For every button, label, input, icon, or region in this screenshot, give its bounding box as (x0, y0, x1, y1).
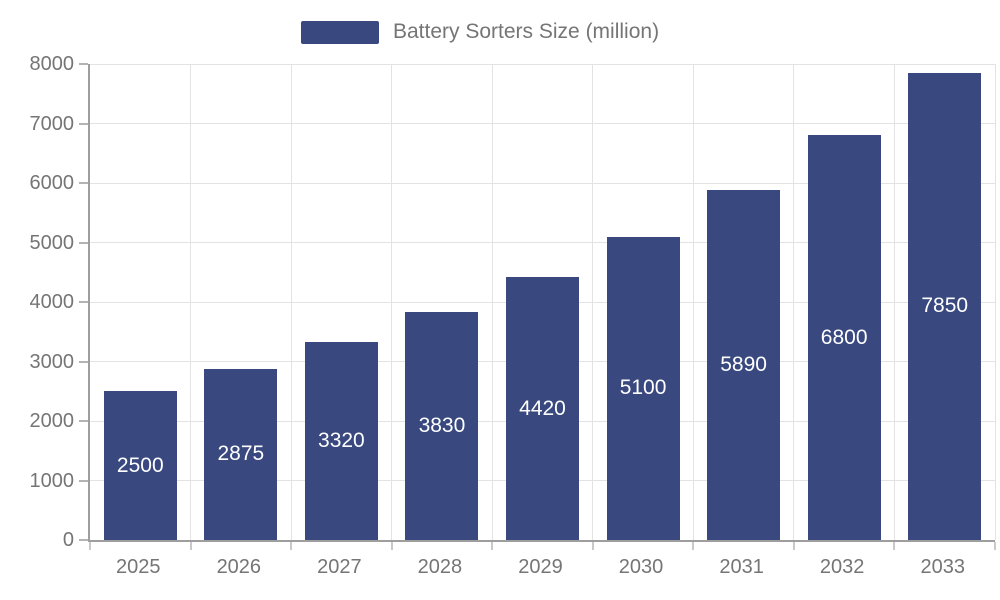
x-axis-tick-label: 2026 (216, 556, 262, 578)
legend[interactable]: Battery Sorters Size (million) (301, 18, 659, 46)
bar: 6800 (807, 135, 881, 540)
gridline-vertical (893, 64, 895, 540)
y-axis-tick-label: 7000 (29, 112, 75, 135)
legend-swatch (301, 20, 379, 44)
bar: 3830 (405, 312, 479, 540)
x-axis-tick-mark (692, 542, 695, 550)
gridline-horizontal (90, 123, 995, 124)
x-axis-tick-mark (390, 542, 393, 550)
gridline-vertical (391, 64, 393, 540)
bar: 7850 (908, 72, 982, 540)
y-axis-tick-label: 2000 (29, 410, 75, 432)
bar-value-label: 2500 (116, 453, 164, 477)
bar: 2875 (204, 368, 278, 540)
y-axis-tick-mark (79, 301, 88, 303)
x-axis-tick-mark (290, 542, 293, 550)
bar-value-label: 2875 (217, 442, 265, 466)
y-axis-tick-mark (79, 122, 88, 125)
y-axis-tick-label: 4000 (29, 291, 75, 313)
y-axis-tick-label: 3000 (29, 350, 75, 373)
y-axis-tick-mark (79, 360, 88, 363)
x-axis-tick-mark (994, 542, 996, 550)
y-axis-tick-label: 0 (62, 529, 74, 551)
y-axis-tick-label: 6000 (29, 172, 75, 194)
y-axis-tick-mark (79, 63, 88, 65)
x-axis-tick-label: 2028 (417, 556, 463, 578)
bar: 4420 (506, 277, 579, 540)
bar-value-label: 3830 (418, 414, 466, 438)
x-axis-tick-mark (89, 542, 91, 550)
bar: 2500 (103, 391, 177, 540)
gridline-horizontal (90, 63, 995, 65)
y-axis-tick-mark (79, 420, 88, 422)
x-axis-tick-label: 2029 (518, 556, 563, 578)
x-axis-tick-label: 2027 (317, 556, 362, 578)
gridline-vertical (994, 64, 996, 540)
bar-value-label: 7850 (921, 294, 969, 318)
y-axis-tick-mark (79, 539, 88, 541)
x-axis-tick-label: 2033 (920, 556, 965, 578)
plot-area: 2500 2875 3320 3830 4420 5100 5890 6800 7850 (79, 63, 996, 550)
x-axis-tick-label: 2025 (116, 556, 161, 578)
x-axis-tick-label: 2032 (819, 556, 865, 578)
bar-value-label: 4420 (519, 396, 566, 420)
gridline-vertical (491, 64, 493, 540)
gridline-vertical (692, 64, 694, 540)
x-axis-tick-mark (491, 542, 494, 550)
bar-value-label: 3320 (318, 429, 365, 453)
y-axis-tick-mark (79, 479, 88, 482)
bar-value-label: 5100 (619, 376, 667, 400)
bar: 5890 (707, 189, 781, 540)
x-axis-tick-label: 2030 (618, 556, 664, 578)
y-axis: 0 1000 2000 3000 4000 5000 6000 7000 8000 (0, 53, 75, 551)
x-axis-tick-mark (591, 542, 594, 550)
gridline-vertical (592, 64, 594, 540)
x-axis-tick-mark (792, 542, 795, 550)
y-axis-tick-label: 5000 (29, 231, 75, 254)
bar: 5100 (606, 236, 680, 540)
x-axis-tick-mark (893, 542, 896, 550)
bar-value-label: 6800 (820, 325, 868, 349)
y-axis-tick-label: 8000 (29, 53, 75, 75)
x-axis-tick-label: 2031 (719, 556, 764, 578)
x-axis: 2025 2026 2027 2028 2029 2030 2031 2032 2033 (88, 556, 993, 588)
y-axis-tick-mark (79, 241, 88, 244)
bar-value-label: 5890 (720, 352, 767, 376)
gridline-vertical (290, 64, 292, 540)
y-axis-tick-mark (79, 182, 88, 184)
gridline-vertical (793, 64, 795, 540)
bar: 3320 (304, 342, 378, 540)
y-axis-tick-label: 1000 (29, 469, 75, 492)
legend-label: Battery Sorters Size (million) (393, 20, 660, 43)
gridline-horizontal (90, 182, 995, 184)
x-axis-tick-mark (189, 542, 192, 550)
gridline-horizontal (90, 242, 995, 243)
gridline-vertical (190, 64, 192, 540)
